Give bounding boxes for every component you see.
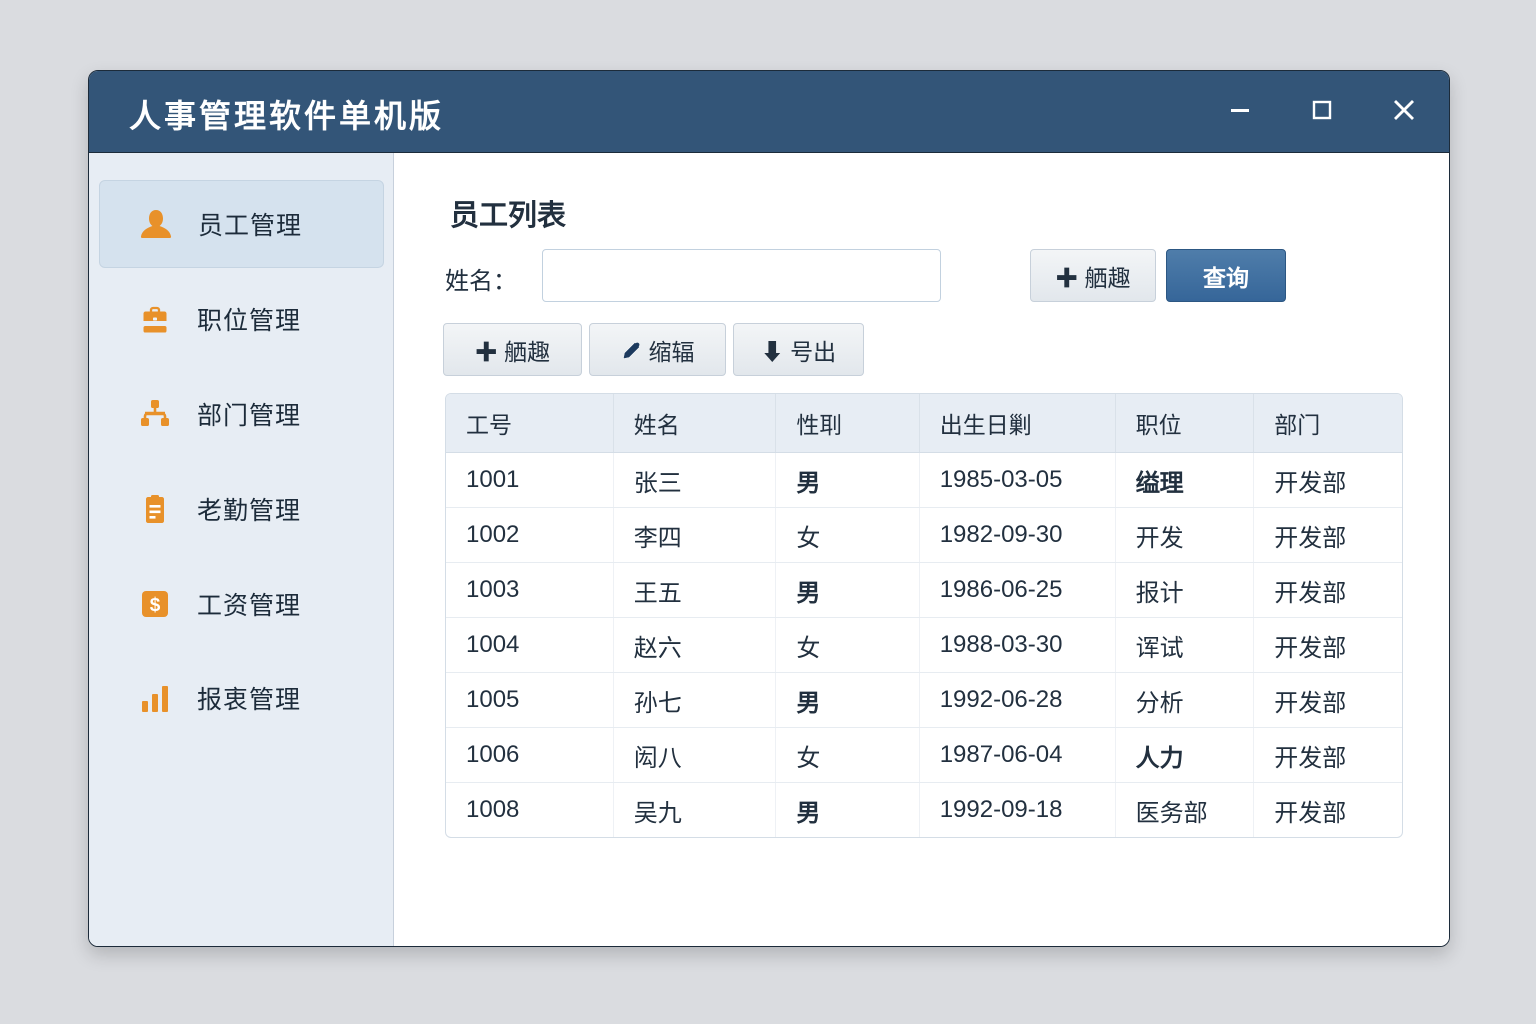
- svg-text:$: $: [150, 595, 161, 616]
